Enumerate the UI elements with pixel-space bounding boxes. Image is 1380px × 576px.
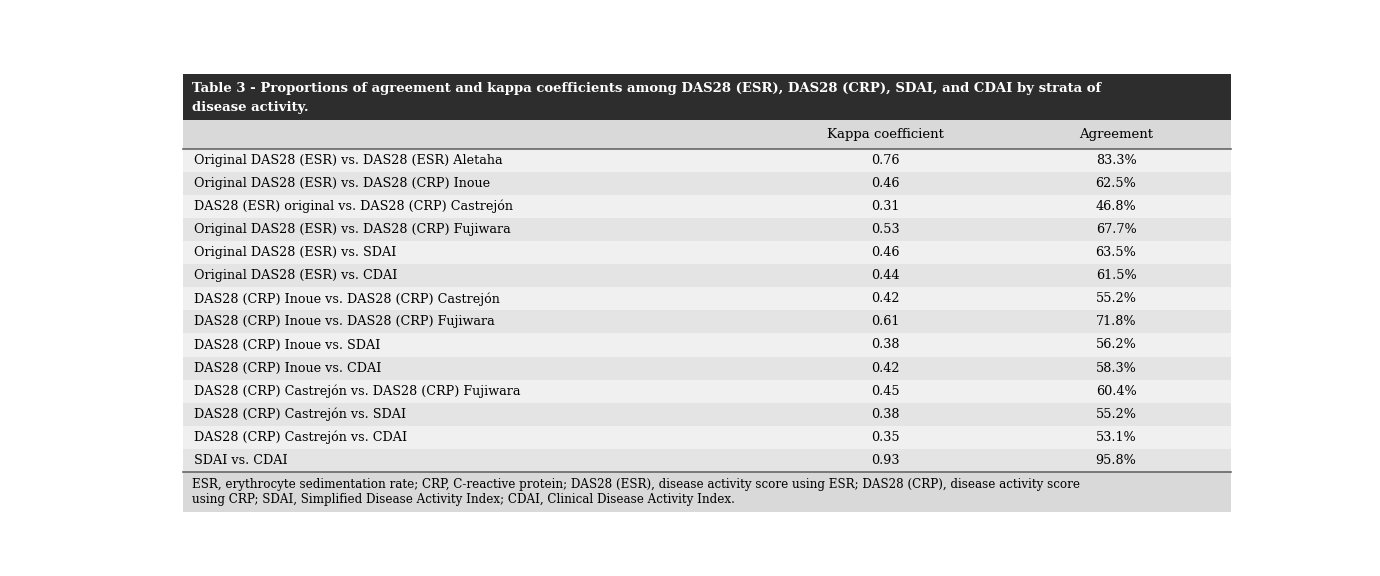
Text: 0.53: 0.53: [871, 223, 900, 236]
Text: DAS28 (CRP) Castrejón vs. SDAI: DAS28 (CRP) Castrejón vs. SDAI: [193, 407, 406, 421]
Text: Original DAS28 (ESR) vs. DAS28 (CRP) Fujiwara: Original DAS28 (ESR) vs. DAS28 (CRP) Fuj…: [193, 223, 511, 236]
Text: DAS28 (CRP) Castrejón vs. DAS28 (CRP) Fujiwara: DAS28 (CRP) Castrejón vs. DAS28 (CRP) Fu…: [193, 384, 520, 398]
Text: 67.7%: 67.7%: [1096, 223, 1136, 236]
Text: 60.4%: 60.4%: [1096, 385, 1136, 397]
Bar: [184, 74, 1231, 120]
Text: 0.76: 0.76: [871, 154, 900, 167]
Text: 83.3%: 83.3%: [1096, 154, 1136, 167]
Text: 0.42: 0.42: [871, 362, 900, 374]
Text: DAS28 (CRP) Castrejón vs. CDAI: DAS28 (CRP) Castrejón vs. CDAI: [193, 430, 407, 444]
Text: 0.38: 0.38: [871, 339, 900, 351]
Bar: [184, 403, 1231, 426]
Bar: [184, 426, 1231, 449]
Bar: [184, 310, 1231, 334]
Text: DAS28 (CRP) Inoue vs. SDAI: DAS28 (CRP) Inoue vs. SDAI: [193, 339, 381, 351]
Text: 0.31: 0.31: [871, 200, 900, 213]
Text: ESR, erythrocyte sedimentation rate; CRP, C-reactive protein; DAS28 (ESR), disea: ESR, erythrocyte sedimentation rate; CRP…: [192, 478, 1079, 491]
Bar: [184, 334, 1231, 357]
Text: 0.46: 0.46: [871, 177, 900, 190]
Text: using CRP; SDAI, Simplified Disease Activity Index; CDAI, Clinical Disease Activ: using CRP; SDAI, Simplified Disease Acti…: [192, 493, 734, 506]
Bar: [184, 264, 1231, 287]
Text: Table 3 - Proportions of agreement and kappa coefficients among DAS28 (ESR), DAS: Table 3 - Proportions of agreement and k…: [192, 82, 1101, 95]
Text: 46.8%: 46.8%: [1096, 200, 1136, 213]
Bar: [184, 357, 1231, 380]
Text: 71.8%: 71.8%: [1096, 316, 1136, 328]
Text: 95.8%: 95.8%: [1096, 454, 1137, 467]
Text: 0.35: 0.35: [871, 431, 900, 444]
Text: Agreement: Agreement: [1079, 128, 1154, 141]
Bar: [184, 472, 1231, 511]
Text: disease activity.: disease activity.: [192, 101, 308, 113]
Bar: [184, 380, 1231, 403]
Text: 53.1%: 53.1%: [1096, 431, 1136, 444]
Text: DAS28 (CRP) Inoue vs. DAS28 (CRP) Castrejón: DAS28 (CRP) Inoue vs. DAS28 (CRP) Castre…: [193, 292, 500, 306]
Text: 0.44: 0.44: [871, 270, 900, 282]
Bar: [184, 449, 1231, 472]
Text: 61.5%: 61.5%: [1096, 270, 1136, 282]
Text: Original DAS28 (ESR) vs. DAS28 (ESR) Aletaha: Original DAS28 (ESR) vs. DAS28 (ESR) Ale…: [193, 154, 502, 167]
Bar: [184, 195, 1231, 218]
Text: 0.42: 0.42: [871, 293, 900, 305]
Text: Original DAS28 (ESR) vs. CDAI: Original DAS28 (ESR) vs. CDAI: [193, 270, 397, 282]
Bar: [184, 241, 1231, 264]
Text: 56.2%: 56.2%: [1096, 339, 1137, 351]
Text: DAS28 (CRP) Inoue vs. DAS28 (CRP) Fujiwara: DAS28 (CRP) Inoue vs. DAS28 (CRP) Fujiwa…: [193, 316, 494, 328]
Text: DAS28 (CRP) Inoue vs. CDAI: DAS28 (CRP) Inoue vs. CDAI: [193, 362, 381, 374]
Text: 0.61: 0.61: [871, 316, 900, 328]
Text: 0.93: 0.93: [871, 454, 900, 467]
Text: 0.45: 0.45: [871, 385, 900, 397]
Bar: [184, 218, 1231, 241]
Text: 0.38: 0.38: [871, 408, 900, 420]
Text: Original DAS28 (ESR) vs. DAS28 (CRP) Inoue: Original DAS28 (ESR) vs. DAS28 (CRP) Ino…: [193, 177, 490, 190]
Text: 0.46: 0.46: [871, 246, 900, 259]
Bar: [184, 287, 1231, 310]
Text: 58.3%: 58.3%: [1096, 362, 1137, 374]
Text: 55.2%: 55.2%: [1096, 293, 1137, 305]
Text: Kappa coefficient: Kappa coefficient: [827, 128, 944, 141]
Text: 63.5%: 63.5%: [1096, 246, 1137, 259]
Text: SDAI vs. CDAI: SDAI vs. CDAI: [193, 454, 287, 467]
Bar: [184, 172, 1231, 195]
Bar: [184, 120, 1231, 149]
Text: 55.2%: 55.2%: [1096, 408, 1137, 420]
Text: Original DAS28 (ESR) vs. SDAI: Original DAS28 (ESR) vs. SDAI: [193, 246, 396, 259]
Bar: [184, 149, 1231, 172]
Text: 62.5%: 62.5%: [1096, 177, 1137, 190]
Text: DAS28 (ESR) original vs. DAS28 (CRP) Castrejón: DAS28 (ESR) original vs. DAS28 (CRP) Cas…: [193, 200, 513, 213]
